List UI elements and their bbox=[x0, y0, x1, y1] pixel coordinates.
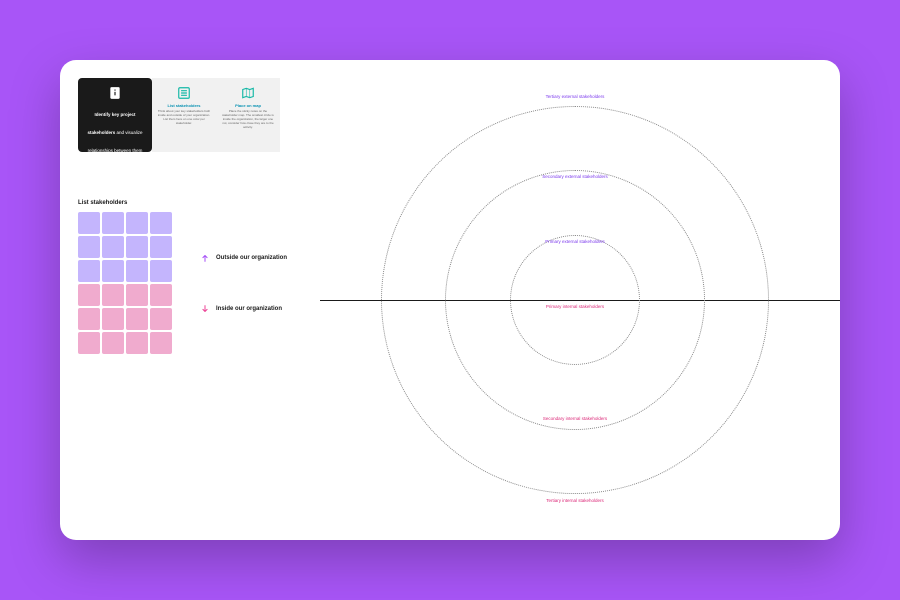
card-step1-desc: Think about your key stakeholders both i… bbox=[157, 110, 211, 126]
stakeholder-heading: List stakeholders bbox=[78, 200, 172, 206]
sticky-note[interactable] bbox=[78, 284, 100, 306]
sticky-note[interactable] bbox=[102, 308, 124, 330]
list-icon bbox=[177, 86, 191, 100]
sticky-note[interactable] bbox=[150, 236, 172, 258]
sticky-note[interactable] bbox=[150, 284, 172, 306]
sticky-note[interactable] bbox=[150, 212, 172, 234]
card-step1: List stakeholders Think about your key s… bbox=[152, 78, 216, 152]
card-main: Identify key project stakeholders and vi… bbox=[78, 78, 152, 152]
arrow-up-icon bbox=[200, 253, 210, 263]
card-step2: Place on map Place the sticky notes on t… bbox=[216, 78, 280, 152]
map-ring bbox=[381, 106, 769, 494]
sticky-note[interactable] bbox=[126, 212, 148, 234]
sticky-note[interactable] bbox=[150, 260, 172, 282]
sticky-note[interactable] bbox=[78, 332, 100, 354]
sticky-note[interactable] bbox=[102, 332, 124, 354]
stakeholder-map: Primary external stakeholdersPrimary int… bbox=[320, 80, 830, 520]
sticky-note[interactable] bbox=[126, 260, 148, 282]
sticky-note[interactable] bbox=[102, 260, 124, 282]
sticky-note[interactable] bbox=[126, 236, 148, 258]
card-main-text: Identify key project stakeholders and vi… bbox=[83, 103, 147, 157]
sticky-note[interactable] bbox=[78, 260, 100, 282]
outside-org-label: Outside our organization bbox=[216, 255, 287, 261]
card-step2-desc: Place the sticky notes on the stakeholde… bbox=[221, 110, 275, 129]
ring-label-external: Tertiary external stakeholders bbox=[535, 94, 615, 99]
sticky-grid bbox=[78, 212, 172, 354]
info-icon bbox=[108, 86, 122, 100]
sticky-note[interactable] bbox=[78, 212, 100, 234]
sticky-note[interactable] bbox=[126, 308, 148, 330]
inside-org-label-row: Inside our organization bbox=[200, 304, 282, 314]
card-step1-title: List stakeholders bbox=[168, 103, 201, 108]
sticky-note[interactable] bbox=[102, 212, 124, 234]
sticky-note[interactable] bbox=[126, 332, 148, 354]
sticky-note[interactable] bbox=[78, 236, 100, 258]
outside-org-label-row: Outside our organization bbox=[200, 253, 287, 263]
sticky-note[interactable] bbox=[150, 332, 172, 354]
sticky-note[interactable] bbox=[150, 308, 172, 330]
arrow-down-icon bbox=[200, 304, 210, 314]
sticky-note[interactable] bbox=[102, 284, 124, 306]
instruction-cards: Identify key project stakeholders and vi… bbox=[78, 78, 280, 152]
card-step2-title: Place on map bbox=[235, 103, 261, 108]
sticky-note[interactable] bbox=[78, 308, 100, 330]
stakeholder-list-section: List stakeholders bbox=[78, 200, 172, 354]
ring-label-internal: Tertiary internal stakeholders bbox=[535, 498, 615, 503]
sticky-note[interactable] bbox=[102, 236, 124, 258]
sticky-note[interactable] bbox=[126, 284, 148, 306]
inside-org-label: Inside our organization bbox=[216, 306, 282, 312]
map-icon bbox=[241, 86, 255, 100]
template-canvas: Identify key project stakeholders and vi… bbox=[60, 60, 840, 540]
